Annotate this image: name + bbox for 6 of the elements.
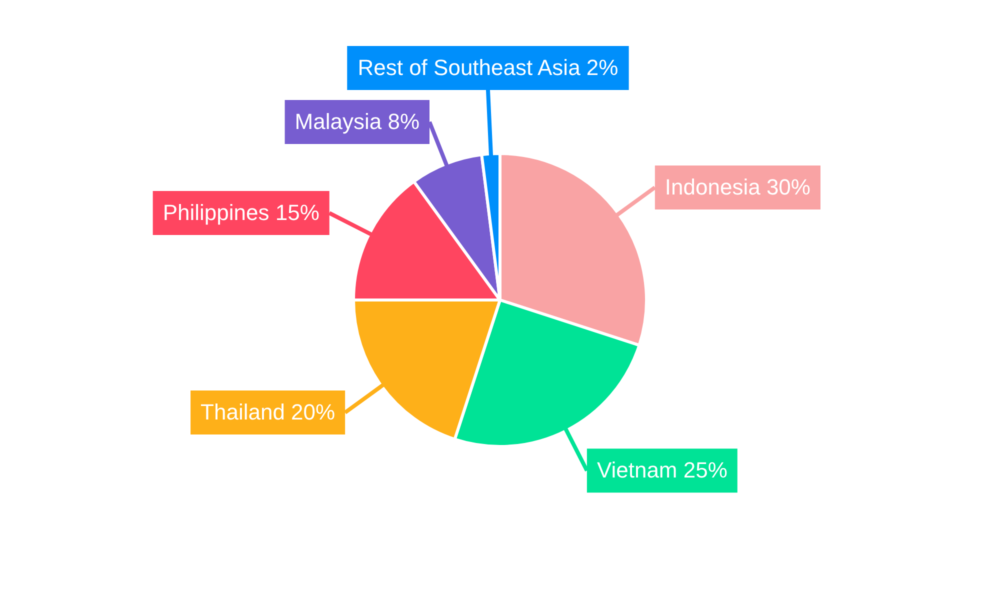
- slice-label: Philippines 15%: [162, 200, 320, 226]
- slice-label: Indonesia 30%: [664, 174, 810, 200]
- slice-label: Thailand 20%: [200, 400, 336, 425]
- slice-label: Vietnam 25%: [596, 458, 728, 483]
- slice-label: Malaysia 8%: [294, 109, 420, 134]
- slice-label: Rest of Southeast Asia 2%: [358, 55, 618, 80]
